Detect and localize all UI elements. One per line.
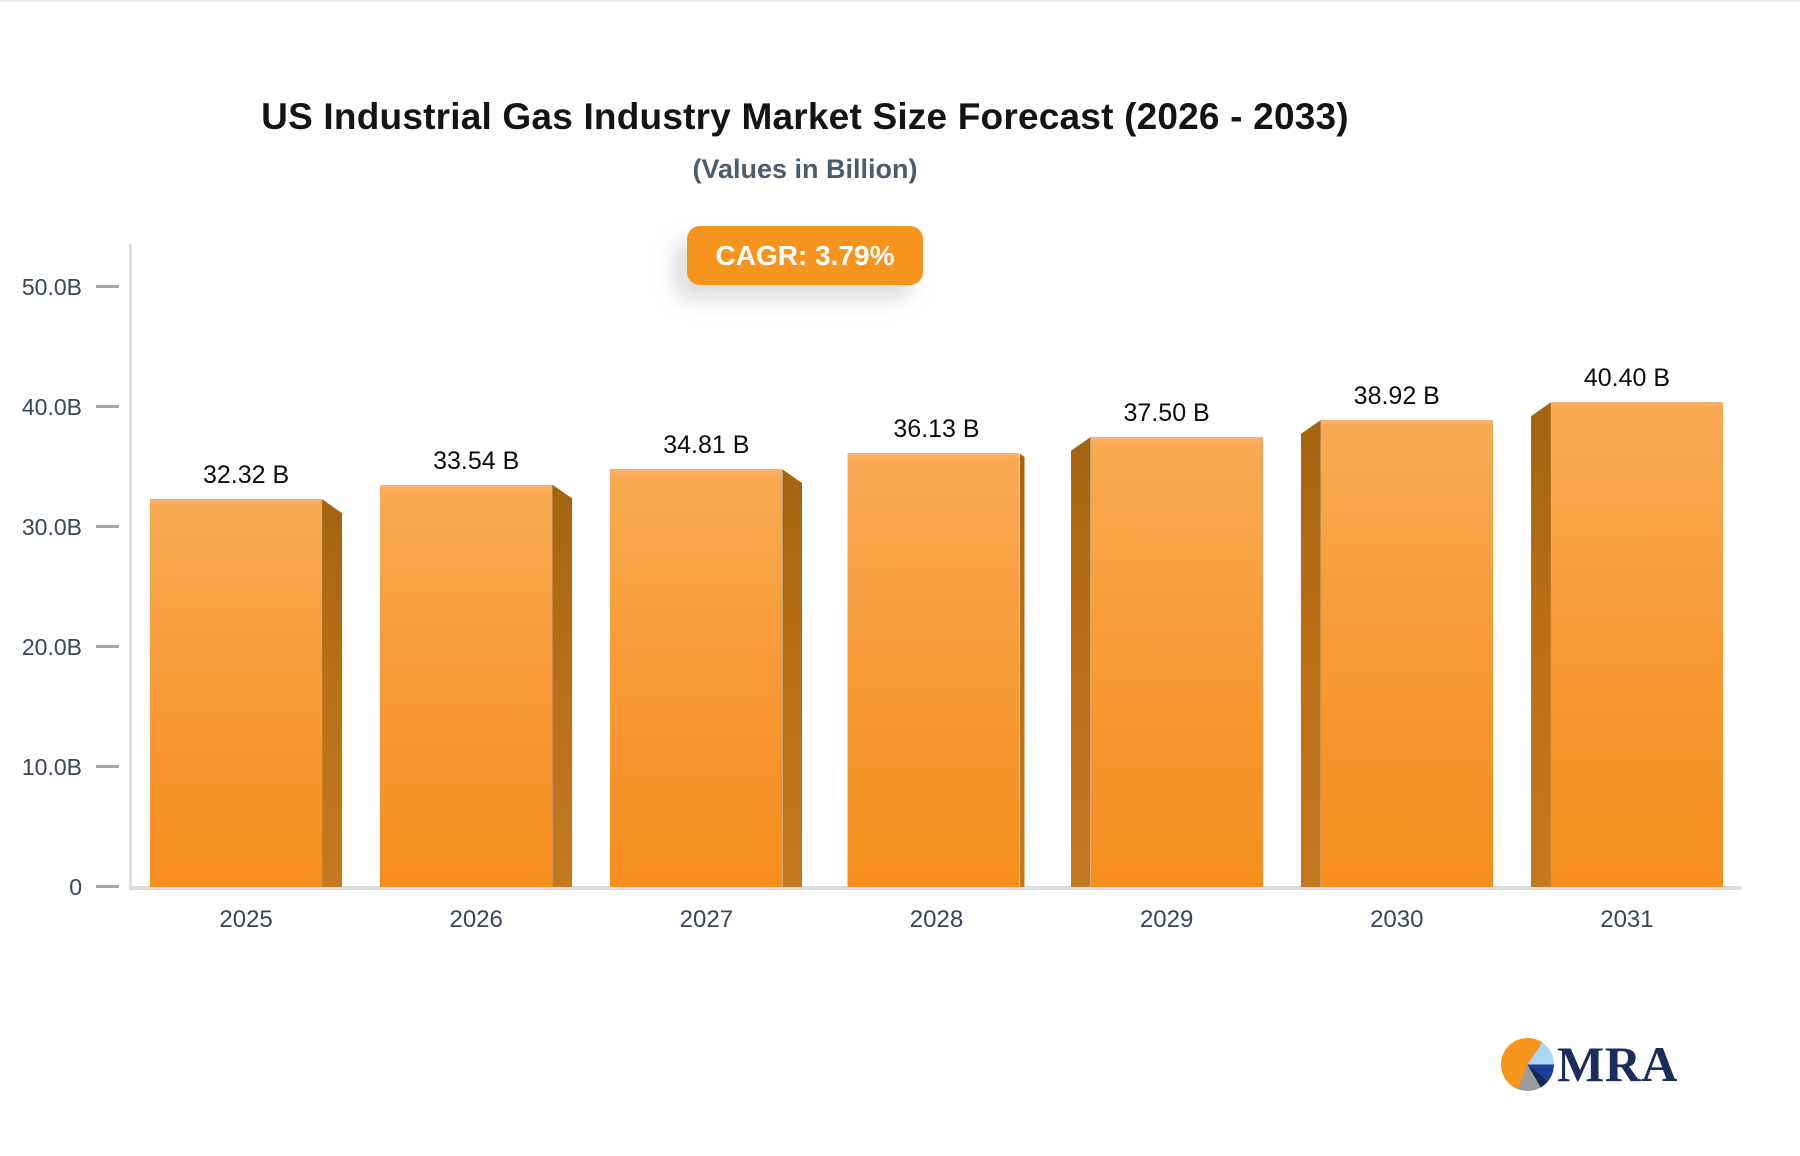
x-axis-label-2028: 2028 [909,906,964,933]
x-axis-label-2026: 2026 [449,906,503,933]
y-tick-mark [96,285,119,288]
y-tick-label: 40.0B [21,394,82,420]
bar-slot-2027: 34.81 B [591,287,821,887]
bar-value-label: 40.40 B [1583,364,1670,393]
bar-2026: 33.54 B [380,447,573,887]
bar-2027: 34.81 B [610,431,803,887]
bar-value-label: 33.54 B [433,446,520,475]
bar-slot-2031: 40.40 B [1512,287,1742,887]
x-axis-label-2025: 2025 [219,906,273,933]
bar-side-face [322,499,343,887]
cagr-badge: CAGR: 3.79% [687,226,923,285]
y-tick-mark [96,765,119,768]
bar-face [1320,419,1493,887]
x-axis-label-2031: 2031 [1600,906,1654,933]
mra-logo: MRA [1501,1038,1678,1091]
bar-value-label: 37.50 B [1123,399,1210,427]
bar-face [1550,402,1723,887]
y-axis-line [129,244,132,889]
chart-title: US Industrial Gas Industry Market Size F… [261,96,1349,137]
x-axis-label-2030: 2030 [1370,906,1424,933]
y-tick-label: 10.0B [21,754,82,780]
y-tick-mark [96,525,119,528]
y-tick-mark [96,645,119,648]
bar-side-face [552,484,573,887]
x-axis-baseline [129,886,1742,890]
bar-slot-2025: 32.32 B [131,287,361,887]
bar-side-face [1530,402,1551,887]
pie-chart-logo-icon [1501,1038,1554,1091]
y-tick-label: 0 [69,874,82,900]
bar-slot-2030: 38.92 B [1282,287,1512,887]
logo-text: MRA [1557,1036,1678,1092]
bar-face [1090,437,1263,887]
bar-side-face [1070,437,1091,887]
bar-side-face [1300,419,1321,887]
bar-face [150,499,323,887]
bar-value-label: 36.13 B [893,415,980,444]
y-tick-mark [96,885,119,888]
chart-subtitle: (Values in Billion) [692,154,918,184]
bar-2028: 36.13 B [847,415,1025,887]
y-tick-label: 30.0B [21,514,82,540]
bar-side-face [782,469,803,887]
x-axis-label-2029: 2029 [1139,906,1194,933]
y-tick-label: 20.0B [21,634,82,660]
bar-face [380,484,553,887]
bar-slot-2028: 36.13 B [821,287,1051,887]
bar-face [610,469,783,887]
bar-2025: 32.32 B [150,461,343,887]
bars-area: 32.32 B 33.54 B 34.81 B 36.13 B 37.50 B 38.92… [131,287,1742,887]
y-tick-mark [96,405,119,408]
bar-value-label: 34.81 B [663,431,750,460]
y-tick-label: 50.0B [21,274,82,300]
x-axis-labels: 2025 2026 2027 2028 2029 2030 2031 [131,906,1742,934]
bar-2031: 40.40 B [1530,364,1723,887]
cagr-badge-label: CAGR: 3.79% [715,239,895,271]
x-axis-label-2027: 2027 [679,906,734,933]
bar-2029: 37.50 B [1070,399,1263,887]
bar-value-label: 38.92 B [1353,381,1440,410]
bar-2030: 38.92 B [1300,382,1493,887]
bar-slot-2029: 37.50 B [1052,287,1282,887]
bar-value-label: 32.32 B [202,461,290,490]
bar-face [847,453,1020,887]
bar-side-face [1019,453,1025,887]
bar-slot-2026: 33.54 B [361,287,591,887]
chart-header: US Industrial Gas Industry Market Size F… [0,2,1610,185]
